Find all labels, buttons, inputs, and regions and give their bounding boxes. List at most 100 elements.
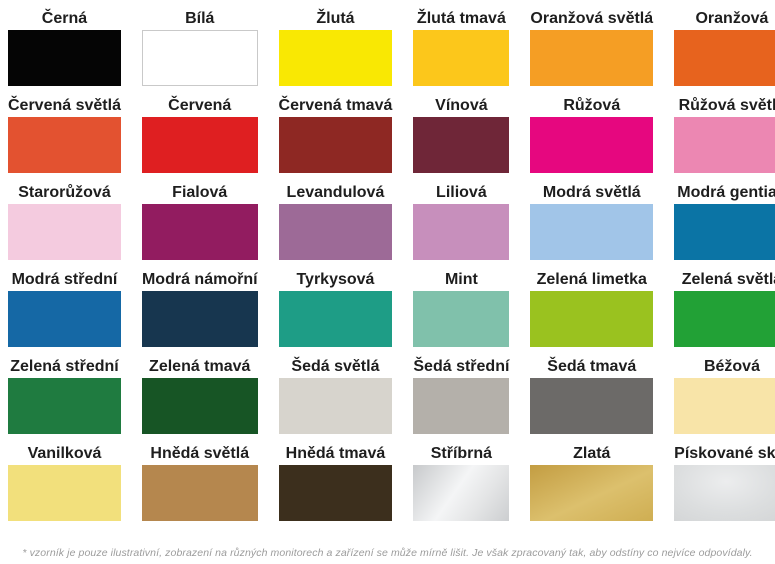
swatch-cell: Starorůžová xyxy=(8,182,121,260)
color-swatch xyxy=(530,291,654,347)
swatch-label: Pískované sklo xyxy=(674,445,775,462)
swatch-cell: Černá xyxy=(8,8,121,86)
swatch-cell: Vínová xyxy=(413,95,510,173)
swatch-label: Oranžová xyxy=(695,10,769,27)
color-swatch xyxy=(141,117,258,173)
color-swatch xyxy=(8,378,121,434)
swatch-cell: Modrá střední xyxy=(8,269,121,347)
color-swatch xyxy=(141,291,258,347)
swatch-cell: Stříbrná xyxy=(413,443,510,521)
swatch-label: Stříbrná xyxy=(430,445,493,462)
swatch-label: Vanilková xyxy=(27,445,102,462)
swatch-label: Fialová xyxy=(172,184,228,201)
swatch-label: Vínová xyxy=(435,97,488,114)
swatch-cell: Fialová xyxy=(141,182,258,260)
swatch-label: Modrá námořní xyxy=(141,271,258,288)
swatch-cell: Šedá světlá xyxy=(278,356,393,434)
swatch-label: Červená světlá xyxy=(8,97,121,114)
swatch-cell: Béžová xyxy=(674,356,775,434)
swatch-label: Černá xyxy=(41,10,88,27)
color-swatch xyxy=(413,291,510,347)
color-grid: Černá Bílá Žlutá Žlutá tmavá Oranžová sv… xyxy=(8,8,775,521)
swatch-label: Zelená světlá xyxy=(681,271,775,288)
color-swatch xyxy=(413,378,510,434)
swatch-cell: Levandulová xyxy=(278,182,393,260)
swatch-cell: Bílá xyxy=(141,8,258,86)
color-swatch xyxy=(141,465,258,521)
swatch-label: Modrá světlá xyxy=(542,184,641,201)
swatch-label: Starorůžová xyxy=(18,184,111,201)
swatch-cell: Liliová xyxy=(413,182,510,260)
swatch-label: Růžová xyxy=(563,97,621,114)
swatch-label: Červená tmavá xyxy=(278,97,393,114)
color-swatch xyxy=(278,117,393,173)
swatch-cell: Hnědá světlá xyxy=(141,443,258,521)
swatch-label: Mint xyxy=(444,271,478,288)
swatch-label: Šedá střední xyxy=(413,358,510,375)
swatch-cell: Oranžová světlá xyxy=(530,8,654,86)
color-swatch xyxy=(530,117,654,173)
swatch-cell: Červená tmavá xyxy=(278,95,393,173)
swatch-cell: Oranžová xyxy=(674,8,775,86)
swatch-cell: Žlutá xyxy=(278,8,393,86)
swatch-cell: Modrá námořní xyxy=(141,269,258,347)
swatch-label: Zlatá xyxy=(573,445,611,462)
color-swatch xyxy=(674,30,775,86)
swatch-label: Tyrkysová xyxy=(296,271,375,288)
swatch-cell: Vanilková xyxy=(8,443,121,521)
color-swatch xyxy=(278,378,393,434)
swatch-cell: Šedá střední xyxy=(413,356,510,434)
color-swatch xyxy=(141,204,258,260)
color-swatch xyxy=(674,117,775,173)
swatch-cell: Modrá gentian xyxy=(674,182,775,260)
swatch-label: Zelená limetka xyxy=(536,271,647,288)
color-swatch xyxy=(8,30,121,86)
swatch-label: Zelená střední xyxy=(10,358,119,375)
swatch-cell: Zelená limetka xyxy=(530,269,654,347)
swatch-label: Červená xyxy=(168,97,232,114)
color-swatch xyxy=(278,204,393,260)
swatch-label: Zelená tmavá xyxy=(149,358,251,375)
color-swatch xyxy=(413,204,510,260)
swatch-cell: Zlatá xyxy=(530,443,654,521)
swatch-cell: Zelená střední xyxy=(8,356,121,434)
color-swatch xyxy=(141,30,258,86)
swatch-cell: Růžová xyxy=(530,95,654,173)
swatch-label: Liliová xyxy=(436,184,487,201)
swatch-label: Levandulová xyxy=(286,184,385,201)
swatch-label: Oranžová světlá xyxy=(530,10,654,27)
swatch-label: Růžová světlá xyxy=(678,97,775,114)
swatch-cell: Červená xyxy=(141,95,258,173)
swatch-label: Šedá světlá xyxy=(291,358,380,375)
footnote-text: * vzorník je pouze ilustrativní, zobraze… xyxy=(22,547,753,559)
swatch-cell: Šedá tmavá xyxy=(530,356,654,434)
color-swatch xyxy=(141,378,258,434)
color-swatch xyxy=(530,30,654,86)
swatch-label: Žlutá xyxy=(316,10,355,27)
swatch-label: Modrá gentian xyxy=(677,184,775,201)
swatch-label: Žlutá tmavá xyxy=(416,10,506,27)
swatch-label: Modrá střední xyxy=(11,271,118,288)
color-swatch xyxy=(8,117,121,173)
color-swatch xyxy=(674,204,775,260)
swatch-cell: Tyrkysová xyxy=(278,269,393,347)
swatch-cell: Žlutá tmavá xyxy=(413,8,510,86)
swatch-label: Bílá xyxy=(185,10,215,27)
color-swatch xyxy=(530,204,654,260)
swatch-cell: Mint xyxy=(413,269,510,347)
color-swatch xyxy=(413,117,510,173)
color-swatch xyxy=(278,30,393,86)
swatch-label: Béžová xyxy=(703,358,760,375)
swatch-cell: Hnědá tmavá xyxy=(278,443,393,521)
swatch-cell: Modrá světlá xyxy=(530,182,654,260)
color-swatch xyxy=(8,291,121,347)
swatch-cell: Červená světlá xyxy=(8,95,121,173)
color-swatch xyxy=(278,465,393,521)
swatch-label: Šedá tmavá xyxy=(547,358,637,375)
color-swatch xyxy=(674,465,775,521)
color-swatch xyxy=(413,465,510,521)
swatch-label: Hnědá světlá xyxy=(150,445,250,462)
color-swatch xyxy=(674,378,775,434)
color-swatch xyxy=(530,378,654,434)
swatch-cell: Zelená tmavá xyxy=(141,356,258,434)
